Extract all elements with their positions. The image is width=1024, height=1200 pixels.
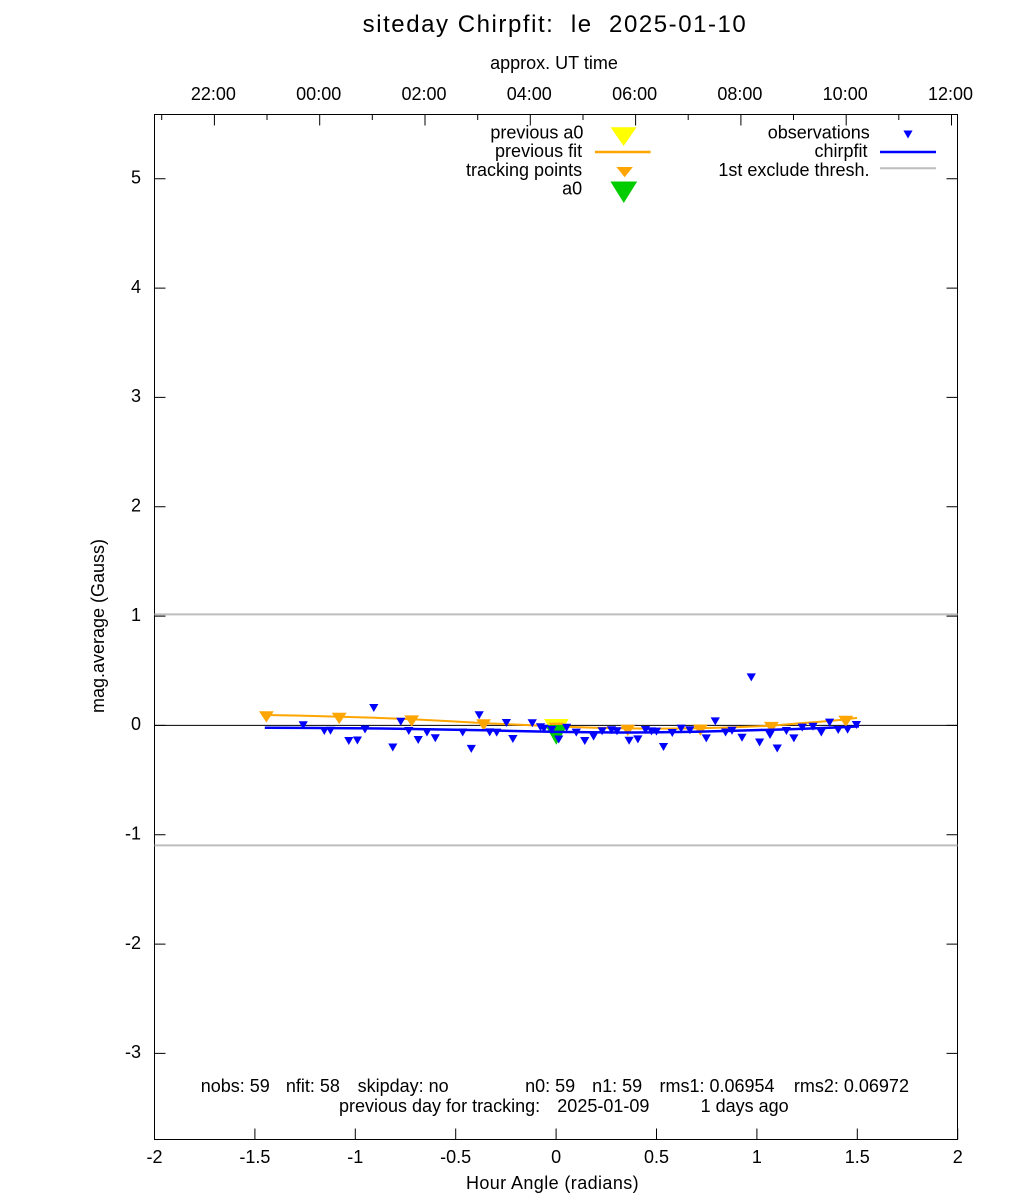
svg-text:00:00: 00:00 [296,84,341,104]
svg-text:4: 4 [131,277,141,297]
svg-text:0.5: 0.5 [644,1147,669,1167]
svg-text:02:00: 02:00 [401,84,446,104]
svg-text:-1: -1 [347,1147,363,1167]
svg-text:-0.5: -0.5 [440,1147,471,1167]
svg-text:rms2: 0.06972: rms2: 0.06972 [794,1076,909,1096]
svg-text:mag.average (Gauss): mag.average (Gauss) [88,539,108,713]
svg-text:a0: a0 [562,179,582,199]
svg-text:chirpfit: chirpfit [814,141,867,161]
svg-text:-2: -2 [146,1147,162,1167]
svg-text:tracking points: tracking points [466,160,582,180]
svg-text:-3: -3 [125,1042,141,1062]
svg-text:5: 5 [131,168,141,188]
svg-text:previous a0: previous a0 [490,122,583,142]
svg-text:rms1: 0.06954: rms1: 0.06954 [660,1076,775,1096]
svg-text:1.5: 1.5 [845,1147,870,1167]
svg-text:nobs: 59: nobs: 59 [201,1076,270,1096]
svg-text:-2: -2 [125,933,141,953]
svg-text:skipday: no: skipday: no [358,1076,449,1096]
svg-text:1: 1 [131,605,141,625]
svg-text:10:00: 10:00 [823,84,868,104]
svg-text:previous fit: previous fit [495,141,582,161]
svg-text:-1.5: -1.5 [239,1147,270,1167]
svg-text:1: 1 [752,1147,762,1167]
svg-text:observations: observations [768,122,870,142]
svg-text:1 days ago: 1 days ago [701,1096,789,1116]
svg-text:n0: 59: n0: 59 [525,1076,575,1096]
svg-text:3: 3 [131,386,141,406]
svg-text:1st exclude thresh.: 1st exclude thresh. [718,160,869,180]
svg-text:n1: 59: n1: 59 [592,1076,642,1096]
svg-text:-1: -1 [125,824,141,844]
svg-text:0: 0 [551,1147,561,1167]
svg-text:04:00: 04:00 [507,84,552,104]
svg-text:2: 2 [953,1147,963,1167]
svg-text:2: 2 [131,496,141,516]
svg-text:approx. UT time: approx. UT time [490,53,618,73]
svg-text:08:00: 08:00 [717,84,762,104]
svg-text:0: 0 [131,714,141,734]
svg-text:Hour Angle (radians): Hour Angle (radians) [466,1173,639,1193]
svg-text:2025-01-09: 2025-01-09 [557,1096,649,1116]
svg-text:previous day for tracking:: previous day for tracking: [339,1096,540,1116]
svg-text:06:00: 06:00 [612,84,657,104]
svg-text:siteday Chirpfit: le 2025-01: siteday Chirpfit: le 2025-01-10 [363,11,748,38]
svg-text:22:00: 22:00 [191,84,236,104]
svg-text:nfit: 58: nfit: 58 [286,1076,340,1096]
svg-text:12:00: 12:00 [928,84,973,104]
